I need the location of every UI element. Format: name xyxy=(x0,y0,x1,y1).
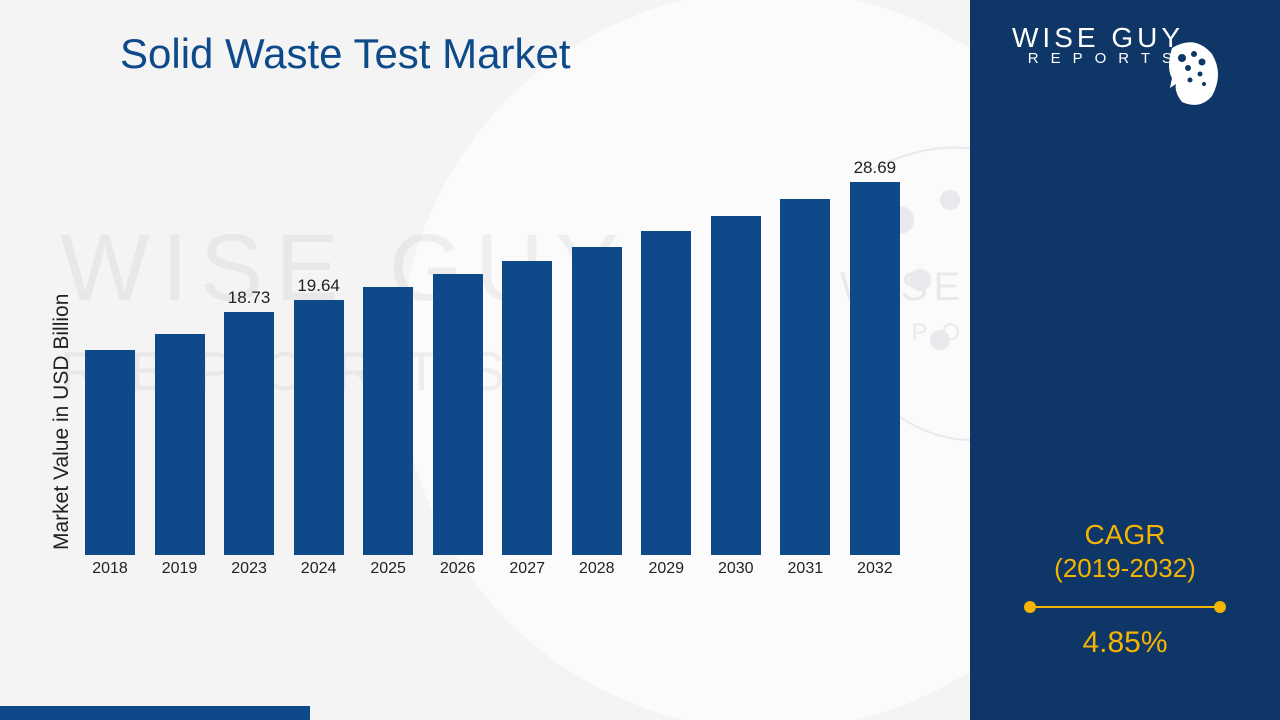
x-tick-label: 2024 xyxy=(294,560,344,578)
cagr-divider xyxy=(1030,606,1220,608)
cagr-block: CAGR (2019-2032) 4.85% xyxy=(1000,519,1250,660)
brand-logo: WISE GUY REPORTS xyxy=(1012,22,1252,67)
bar-value-label: 28.69 xyxy=(854,158,897,178)
bar-wrap xyxy=(572,223,622,555)
bar-wrap xyxy=(711,192,761,555)
bar-wrap xyxy=(433,250,483,555)
bar-value-label: 19.64 xyxy=(297,276,340,296)
bar xyxy=(224,312,274,555)
x-axis-ticks: 2018 2019 2023 2024 2025 2026 2027 2028 2029 2030… xyxy=(85,560,900,578)
x-tick-label: 2019 xyxy=(155,560,205,578)
bar-wrap: 28.69 xyxy=(850,158,900,555)
bar xyxy=(850,182,900,555)
bar xyxy=(155,334,205,555)
head-icon xyxy=(1160,40,1222,110)
bar xyxy=(85,350,135,555)
bar xyxy=(502,261,552,555)
bars-container: 18.7319.6428.69 xyxy=(85,165,900,555)
chart-title: Solid Waste Test Market xyxy=(120,30,571,78)
cagr-title: CAGR xyxy=(1000,519,1250,551)
x-tick-label: 2027 xyxy=(502,560,552,578)
x-tick-label: 2026 xyxy=(433,560,483,578)
bar xyxy=(641,231,691,555)
bar-wrap xyxy=(85,326,135,555)
x-tick-label: 2032 xyxy=(850,560,900,578)
bottom-accent-bar xyxy=(0,706,310,720)
page: WISE GUY REPORTS WISE GUY REPORTS Solid … xyxy=(0,0,1280,720)
bar-wrap xyxy=(641,207,691,555)
bar xyxy=(572,247,622,555)
x-tick-label: 2025 xyxy=(363,560,413,578)
bar xyxy=(294,300,344,555)
bar xyxy=(780,199,830,555)
bar xyxy=(711,216,761,555)
y-axis-label: Market Value in USD Billion xyxy=(50,294,74,550)
cagr-value: 4.85% xyxy=(1000,626,1250,660)
bar xyxy=(433,274,483,555)
bar-wrap xyxy=(155,310,205,555)
x-tick-label: 2028 xyxy=(572,560,622,578)
bar-wrap xyxy=(502,237,552,555)
bar-wrap: 18.73 xyxy=(224,288,274,555)
x-tick-label: 2018 xyxy=(85,560,135,578)
x-tick-label: 2031 xyxy=(780,560,830,578)
bar xyxy=(363,287,413,555)
x-tick-label: 2030 xyxy=(711,560,761,578)
bar-value-label: 18.73 xyxy=(228,288,271,308)
logo-text-line2: REPORTS xyxy=(1012,50,1184,67)
x-tick-label: 2029 xyxy=(641,560,691,578)
bar-wrap xyxy=(780,175,830,555)
cagr-range: (2019-2032) xyxy=(1000,553,1250,584)
bar-wrap: 19.64 xyxy=(294,276,344,555)
bar-wrap xyxy=(363,263,413,555)
chart-area: 18.7319.6428.69 xyxy=(85,165,900,555)
x-tick-label: 2023 xyxy=(224,560,274,578)
